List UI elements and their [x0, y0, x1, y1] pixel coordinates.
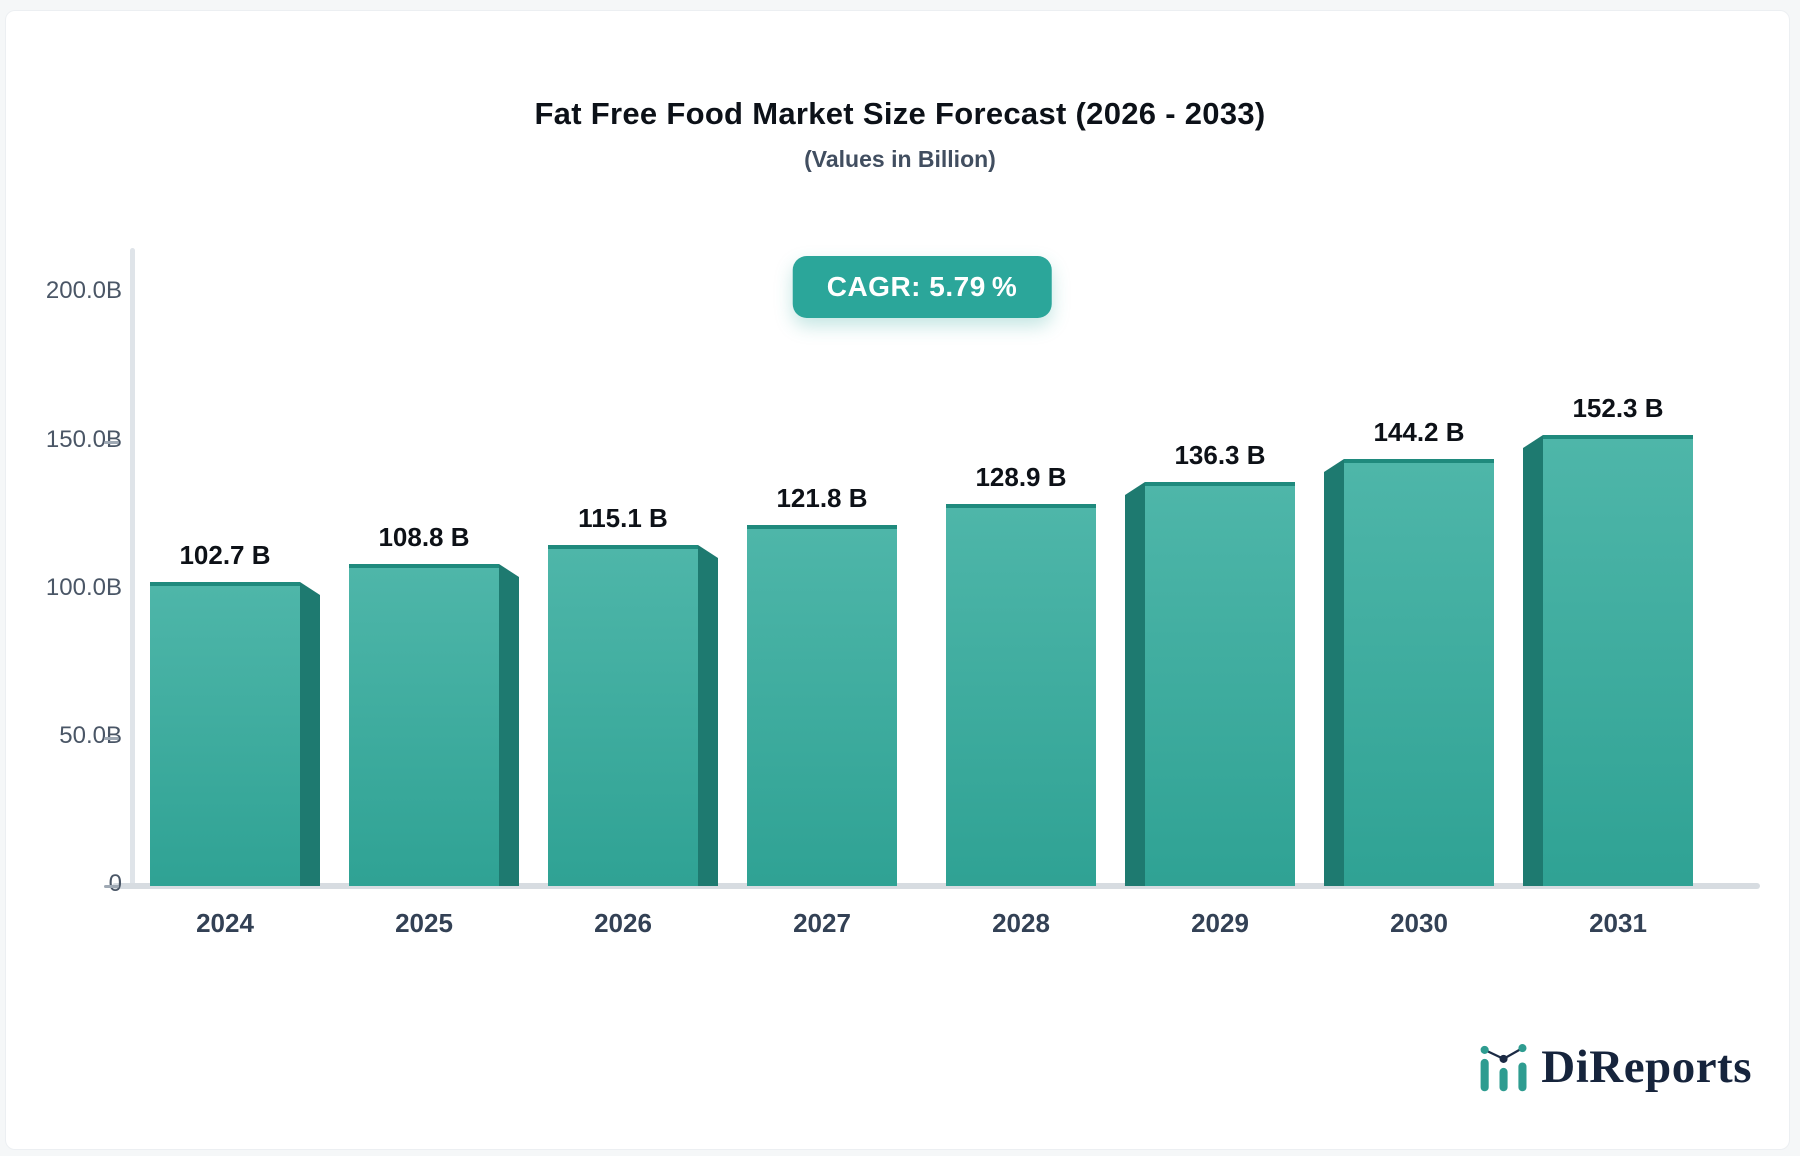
x-tick-label: 2025 [395, 908, 453, 938]
bar-3d-side [499, 564, 519, 886]
x-tick-label: 2027 [793, 908, 851, 938]
mini-bar-chart-icon [1480, 1044, 1527, 1092]
bar-value-label: 128.9 B [975, 462, 1067, 492]
y-tick-dash [104, 885, 119, 888]
x-tick-label: 2024 [196, 908, 254, 938]
bar-value-label: 108.8 B [378, 522, 470, 552]
bar-3d-side [698, 545, 718, 886]
x-tick-label: 2029 [1191, 908, 1249, 938]
bar-value-label: 115.1 B [578, 503, 668, 533]
bar-value-label: 121.8 B [776, 483, 868, 513]
bar-value-label: 136.3 B [1174, 440, 1266, 470]
brand-logo: DiReports [1477, 1038, 1752, 1096]
y-tick-dash [104, 441, 119, 444]
cagr-badge: CAGR: 5.79 % [792, 256, 1052, 318]
bar-value-label: 144.2 B [1373, 417, 1465, 447]
bar-value-label: 102.7 B [179, 540, 271, 570]
bar-3d-side [300, 582, 320, 886]
bar [1344, 459, 1494, 886]
bar-3d-side [1324, 459, 1344, 886]
x-tick-label: 2030 [1390, 908, 1448, 938]
x-tick-label: 2028 [992, 908, 1050, 938]
x-axis-baseline [112, 883, 1760, 889]
y-axis-line [130, 248, 135, 888]
bar [946, 504, 1096, 886]
bar [747, 525, 897, 886]
y-tick-dash [104, 737, 119, 740]
bar [1543, 435, 1693, 886]
bar [548, 545, 698, 886]
bar [349, 564, 499, 886]
x-tick-label: 2026 [594, 908, 652, 938]
bar-value-label: 152.3 B [1572, 393, 1664, 423]
y-tick-label: 150.0B [45, 426, 122, 453]
chart-subtitle: (Values in Billion) [804, 146, 996, 172]
bar-3d-side [1125, 482, 1145, 886]
chart-title: Fat Free Food Market Size Forecast (2026… [534, 96, 1266, 131]
x-tick-label: 2031 [1589, 908, 1647, 938]
y-tick-label: 100.0B [45, 574, 122, 601]
brand-name: DiReports [1541, 1041, 1752, 1093]
y-tick-label: 0 [108, 870, 122, 897]
bar [1145, 482, 1295, 886]
bar [150, 582, 300, 886]
y-tick-label: 200.0B [45, 277, 122, 304]
y-tick-label: 50.0B [59, 722, 122, 749]
bar-3d-side [1523, 435, 1543, 886]
